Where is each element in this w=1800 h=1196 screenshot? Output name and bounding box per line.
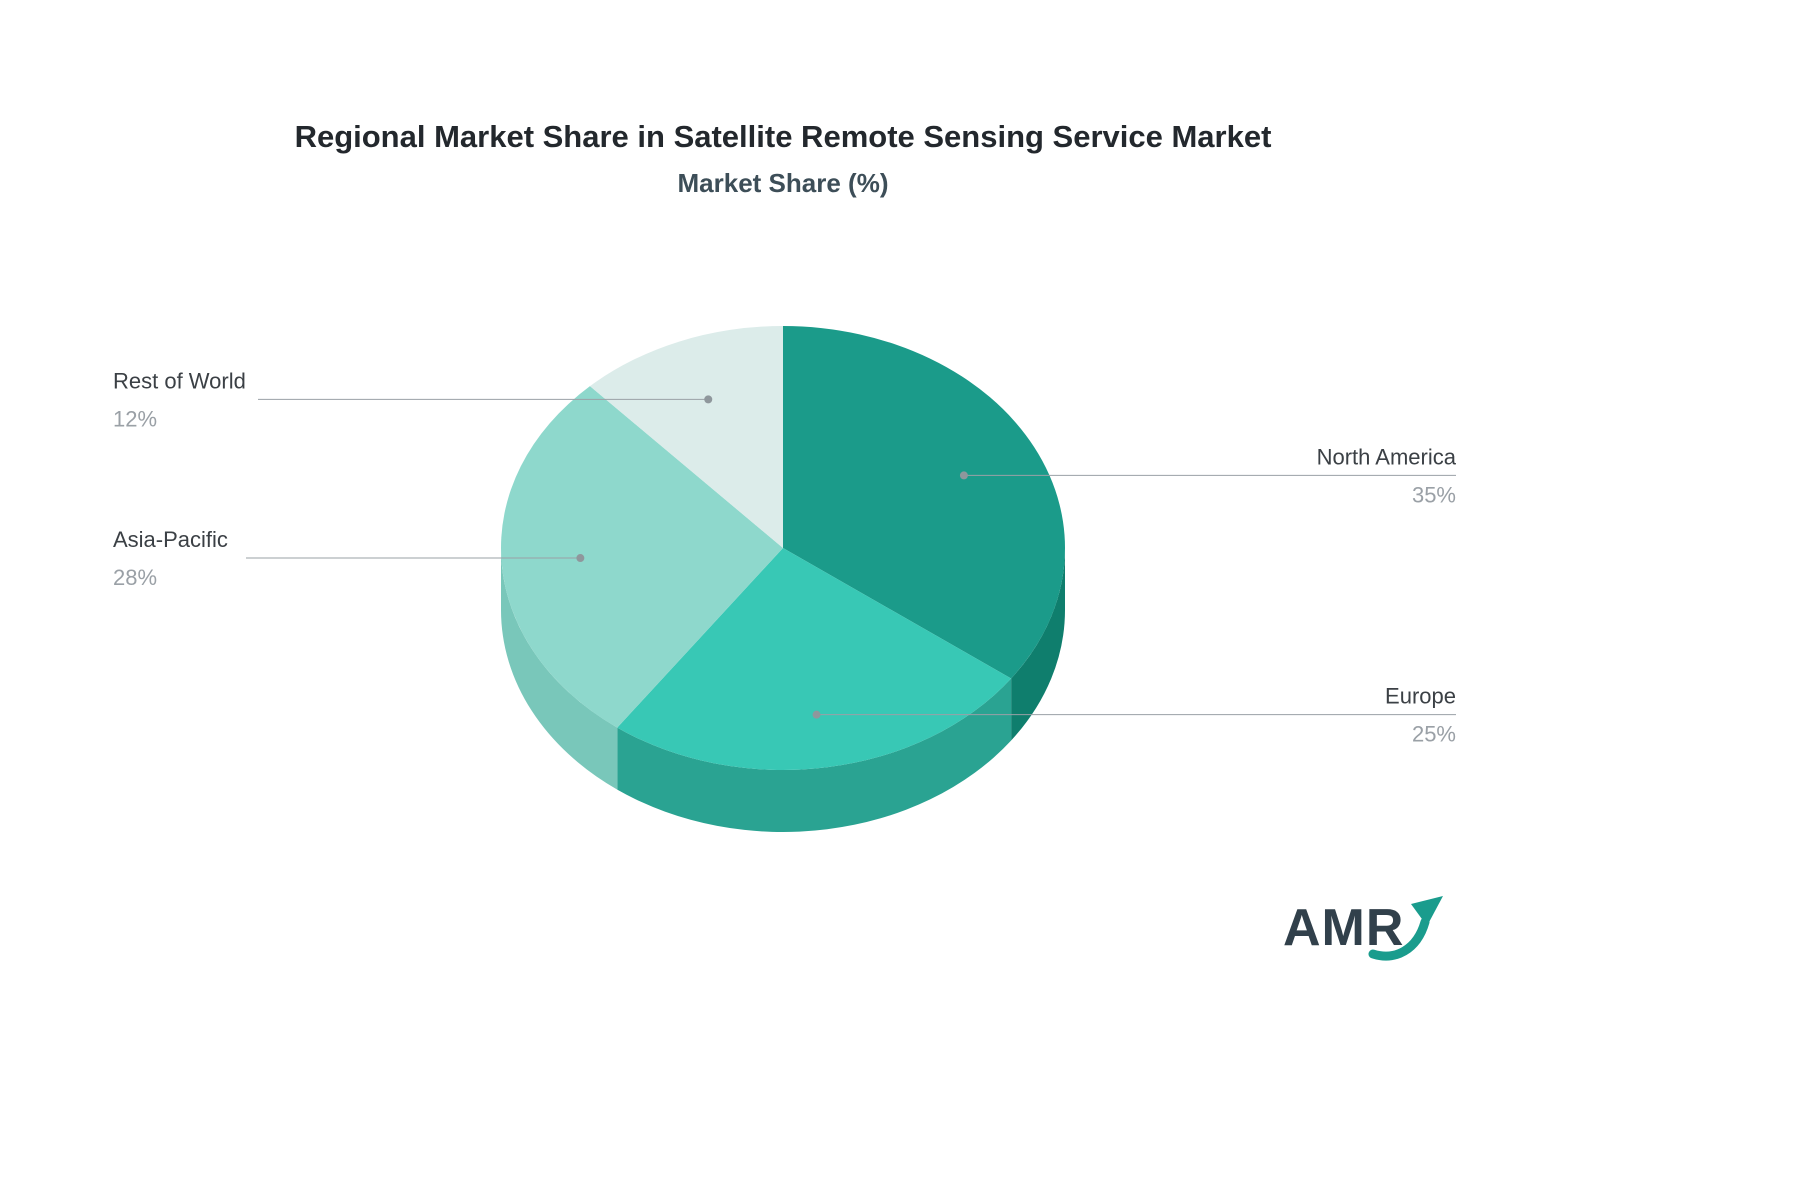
pie-slice-depth-europe bbox=[617, 678, 1012, 832]
pie-slice-asia-pacific[interactable] bbox=[501, 386, 783, 728]
pie-label-value-europe: 25% bbox=[1412, 722, 1456, 747]
pie-label-value-north-america: 35% bbox=[1412, 482, 1456, 507]
amr-logo: AMR bbox=[1283, 896, 1453, 978]
amr-logo-arrow-icon bbox=[1368, 896, 1443, 961]
pie-label-name-asia-pacific: Asia-Pacific bbox=[113, 527, 228, 552]
pie-slice-depth-north-america bbox=[1011, 548, 1065, 741]
pie-label-name-europe: Europe bbox=[1385, 684, 1456, 709]
pie-label-name-rest-of-world: Rest of World bbox=[113, 368, 246, 393]
leader-dot-north-america bbox=[959, 471, 968, 480]
pie-slice-north-america[interactable] bbox=[783, 326, 1065, 679]
pie-label-name-north-america: North America bbox=[1317, 444, 1457, 469]
pie-slice-rest-of-world[interactable] bbox=[589, 326, 783, 548]
chart-title: Regional Market Share in Satellite Remot… bbox=[294, 119, 1272, 154]
chart-subtitle: Market Share (%) bbox=[677, 168, 889, 198]
leader-dot-europe bbox=[812, 710, 821, 719]
leader-dot-asia-pacific bbox=[576, 554, 585, 563]
pie-slice-depth-asia-pacific bbox=[501, 548, 618, 790]
leader-dot-rest-of-world bbox=[704, 395, 713, 404]
pie-label-value-rest-of-world: 12% bbox=[113, 406, 157, 431]
amr-logo-text: AMR bbox=[1283, 899, 1405, 957]
pie-label-value-asia-pacific: 28% bbox=[113, 565, 157, 590]
